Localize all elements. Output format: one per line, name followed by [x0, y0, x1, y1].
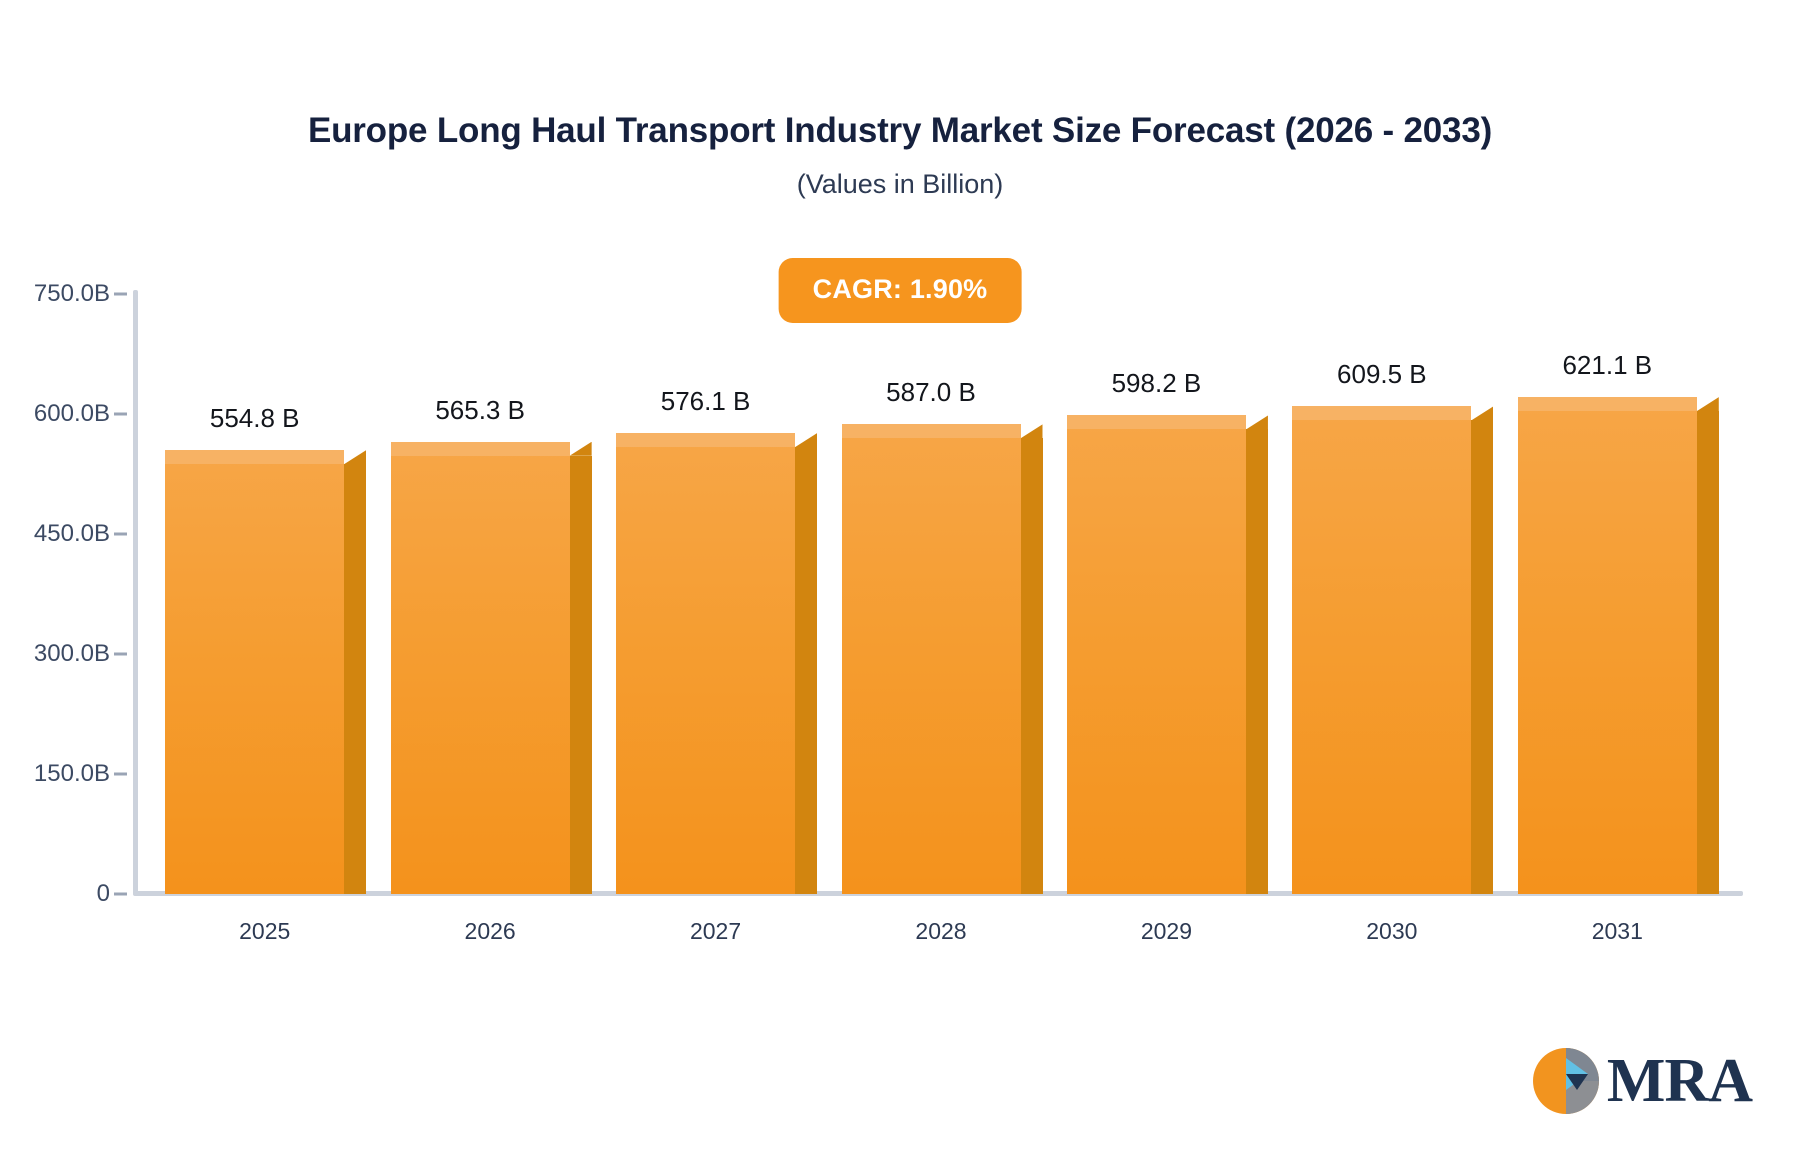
x-axis-tick-label: 2025	[239, 918, 291, 944]
bar-value-label: 565.3 B	[435, 394, 525, 425]
bar-column: 621.1 B	[1517, 350, 1719, 894]
y-axis-tick-label: 150.0B	[33, 760, 110, 787]
y-axis-tick-label: 300.0B	[33, 640, 110, 667]
bar-side-bevel	[1245, 415, 1268, 430]
y-axis-line	[133, 290, 138, 894]
y-axis-tick-mark	[114, 652, 127, 656]
logo-text: MRA	[1606, 1047, 1753, 1115]
bar-front-face	[390, 441, 570, 894]
x-axis-tick-label: 2029	[1140, 918, 1193, 944]
bar-value-label: 598.2 B	[1111, 368, 1202, 399]
bar-column: 576.1 B	[616, 386, 818, 894]
bar-top-face	[165, 450, 345, 465]
bar-column: 598.2 B	[1066, 368, 1268, 894]
x-axis-tick-label: 2030	[1366, 918, 1418, 944]
bar-column: 565.3 B	[390, 395, 592, 894]
y-axis-tick-mark	[114, 412, 127, 416]
bar-value-label: 587.0 B	[886, 377, 976, 408]
y-axis-tick-mark	[114, 772, 127, 776]
y-axis-tick-mark	[114, 292, 127, 296]
chart-subtitle: (Values in Billion)	[796, 169, 1004, 199]
bar-side-bevel	[1696, 397, 1719, 412]
x-axis-tick-label: 2028	[915, 918, 967, 944]
bar-column: 587.0 B	[841, 377, 1043, 894]
y-axis-tick-mark	[114, 532, 127, 536]
bar-front-face	[1517, 397, 1697, 894]
bar-top-face	[616, 433, 796, 448]
pie-chart-icon	[1532, 1048, 1599, 1114]
cagr-badge: CAGR: 1.90%	[778, 258, 1022, 323]
y-axis-tick-label: 750.0B	[33, 280, 110, 307]
bar-column: 609.5 B	[1292, 359, 1494, 894]
bar-side-face	[795, 447, 818, 894]
y-axis-tick-label: 0	[96, 880, 110, 907]
brand-logo: MRA	[1529, 1044, 1753, 1118]
bar-top-face	[1517, 397, 1697, 412]
bar-side-face	[1020, 438, 1043, 894]
bar-side-bevel	[1020, 424, 1043, 439]
bar-side-face	[569, 455, 592, 894]
bar-front-face	[1066, 415, 1246, 894]
bar-side-face	[1471, 420, 1494, 894]
y-axis-tick-mark	[114, 892, 127, 896]
bar-value-label: 621.1 B	[1562, 350, 1653, 381]
bar-side-bevel	[1471, 406, 1494, 421]
bar-front-face	[841, 424, 1021, 894]
bar-value-label: 576.1 B	[660, 386, 751, 417]
bar-top-face	[1066, 415, 1246, 430]
bar-side-face	[344, 464, 367, 894]
bar-value-label: 554.8 B	[209, 403, 300, 434]
bar-front-face	[165, 450, 345, 894]
bar-column: 554.8 B	[165, 403, 367, 894]
bar-front-face	[1292, 406, 1472, 894]
y-axis-tick-label: 450.0B	[33, 520, 110, 547]
bar-side-bevel	[569, 441, 592, 456]
bar-side-bevel	[795, 433, 818, 448]
bar-top-face	[390, 441, 570, 456]
bar-front-face	[616, 433, 796, 894]
bar-top-face	[841, 424, 1021, 439]
x-axis-tick-label: 2026	[464, 918, 516, 944]
x-axis-tick-label: 2027	[689, 918, 742, 944]
bar-top-face	[1292, 406, 1472, 421]
bar-side-bevel	[344, 450, 367, 465]
bar-side-face	[1245, 429, 1268, 894]
title-block: Europe Long Haul Transport Industry Mark…	[0, 110, 1800, 200]
page-title: Europe Long Haul Transport Industry Mark…	[307, 111, 1493, 150]
bar-value-label: 609.5 B	[1337, 359, 1427, 390]
y-axis-tick-label: 600.0B	[33, 400, 110, 427]
bar-side-face	[1696, 411, 1719, 894]
x-axis-tick-label: 2031	[1591, 918, 1643, 944]
